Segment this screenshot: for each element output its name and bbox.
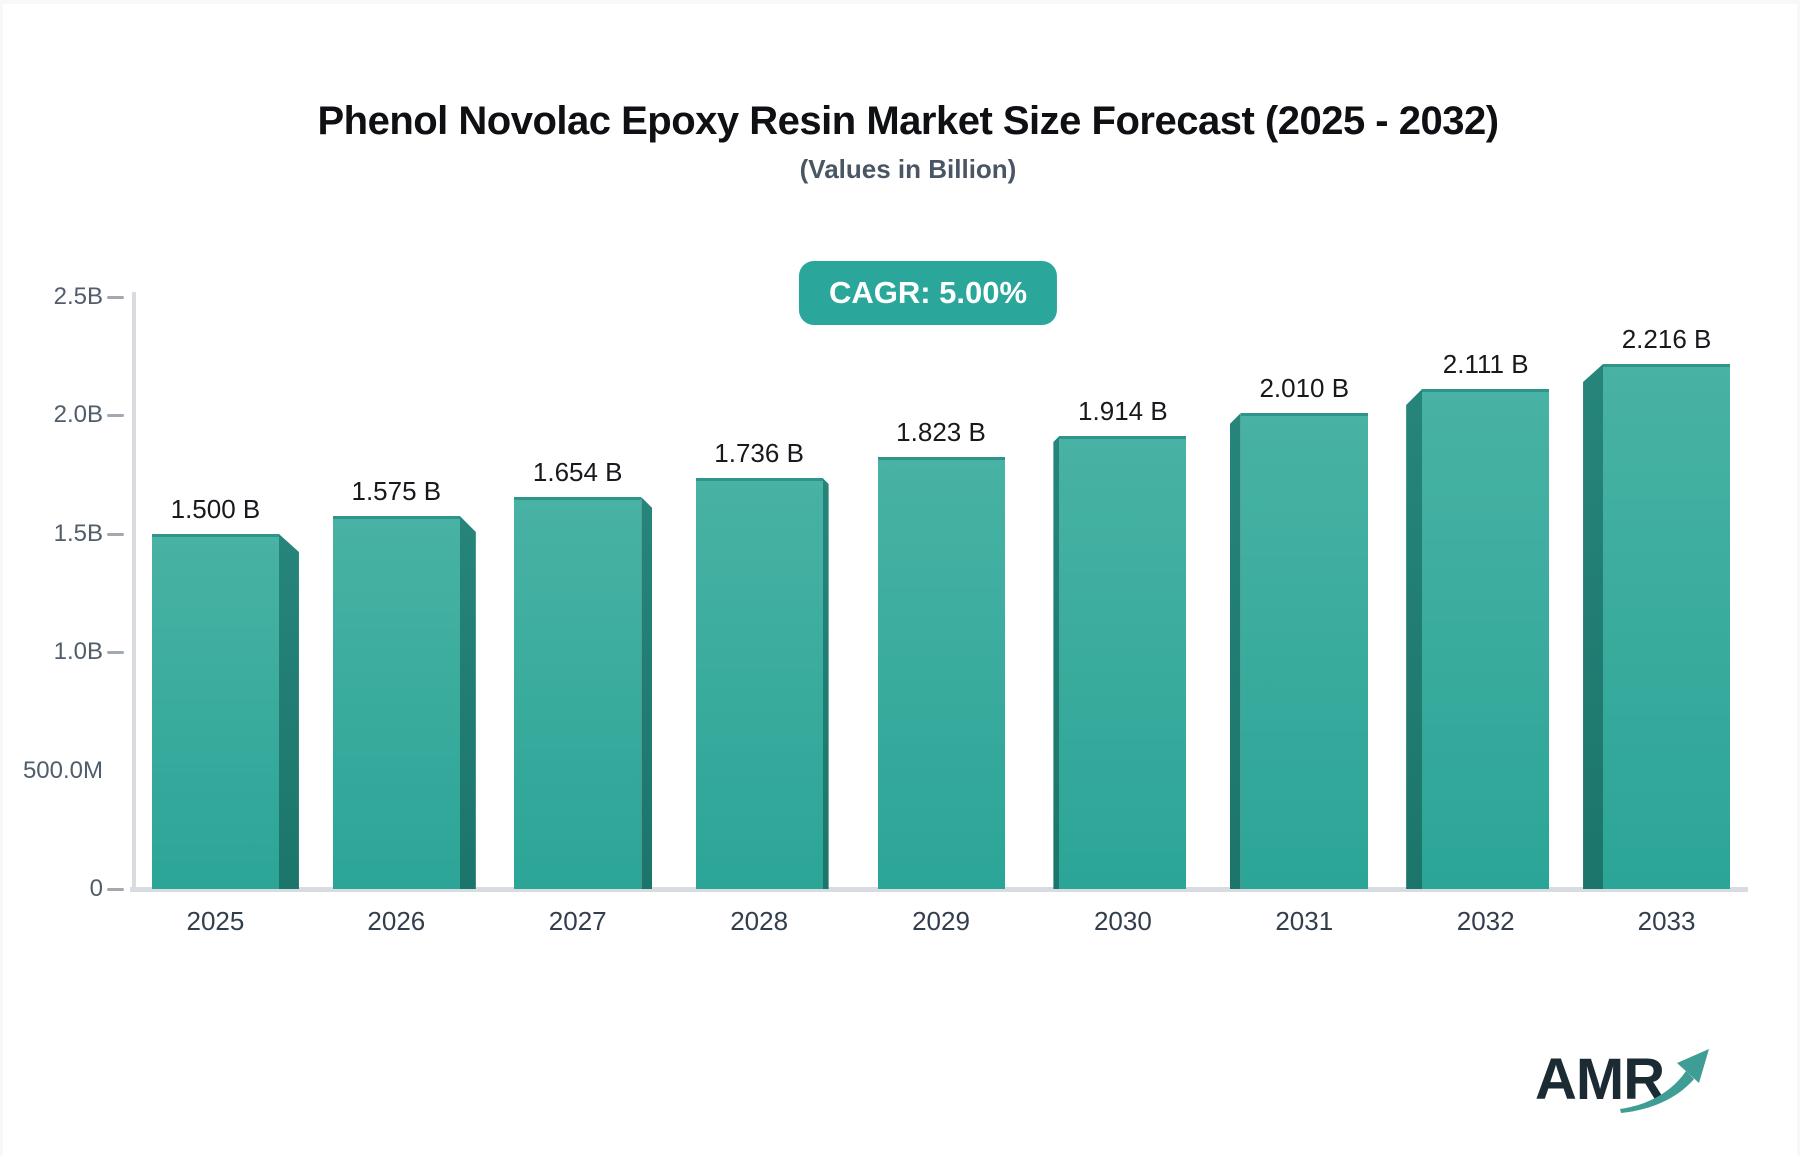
amr-logo: AMR — [1535, 1040, 1730, 1124]
bar-2025[interactable] — [151, 534, 279, 889]
bar-2026[interactable] — [332, 516, 460, 889]
y-tick-mark — [107, 651, 124, 655]
bar-2033[interactable] — [1603, 364, 1731, 889]
bar-side-face — [1406, 389, 1423, 889]
bar-value-label: 1.914 B — [1078, 396, 1168, 426]
bar-side-face — [1583, 364, 1604, 889]
bar-value-label: 2.010 B — [1259, 373, 1350, 403]
bar-value-label: 2.216 B — [1621, 324, 1712, 354]
x-axis-label-2030: 2030 — [1093, 906, 1152, 936]
bar-value-label: 1.500 B — [170, 494, 261, 524]
bar-2032[interactable] — [1422, 389, 1550, 889]
x-axis-line — [130, 887, 1748, 892]
bar-side-face — [641, 497, 653, 889]
y-tick-mark — [107, 888, 124, 891]
bar-side-face — [278, 534, 299, 889]
chart-card: Phenol Novolac Epoxy Resin Market Size F… — [3, 4, 1797, 1156]
bar-2029[interactable] — [877, 457, 1005, 889]
bar-side-face — [1053, 436, 1060, 889]
x-axis-label-2028: 2028 — [730, 906, 789, 936]
bar-2031[interactable] — [1240, 413, 1368, 889]
chart-title: Phenol Novolac Epoxy Resin Market Size F… — [317, 99, 1499, 143]
y-tick-label: 2.0B — [53, 401, 103, 429]
cagr-badge: CAGR: 5.00% — [798, 261, 1058, 325]
x-axis-label-2033: 2033 — [1637, 906, 1696, 936]
y-tick-label: 500.0M — [22, 756, 103, 784]
y-tick-label: 2.5B — [53, 283, 103, 310]
y-tick-label: 1.0B — [53, 638, 103, 666]
y-tick-mark — [107, 296, 124, 299]
bar-side-face — [822, 478, 829, 889]
bar-value-label: 1.736 B — [714, 438, 804, 468]
growth-arrow-icon — [1620, 1049, 1709, 1113]
x-axis-label-2026: 2026 — [367, 906, 426, 936]
bar-value-label: 1.575 B — [351, 476, 442, 506]
bar-value-label: 1.823 B — [896, 417, 986, 447]
bar-side-face — [459, 516, 476, 889]
chart-subtitle: (Values in Billion) — [799, 154, 1017, 184]
y-tick-label: 1.5B — [53, 519, 103, 547]
bar-2028[interactable] — [695, 478, 823, 889]
bar-2030[interactable] — [1059, 436, 1187, 889]
bar-2027[interactable] — [514, 497, 642, 889]
bar-value-label: 2.111 B — [1442, 349, 1529, 379]
y-axis-line — [132, 292, 136, 889]
x-axis-label-2031: 2031 — [1275, 906, 1334, 936]
x-axis-label-2027: 2027 — [548, 906, 607, 936]
x-axis-label-2032: 2032 — [1456, 906, 1515, 936]
bar-value-label: 1.654 B — [532, 457, 623, 487]
amr-logo-text: AMR — [1535, 1047, 1665, 1112]
y-tick-label: 0 — [89, 875, 103, 902]
bar-side-face — [1229, 413, 1241, 889]
x-axis-label-2025: 2025 — [186, 906, 245, 936]
y-tick-mark — [107, 532, 124, 536]
y-tick-mark — [107, 414, 124, 418]
x-axis-label-2029: 2029 — [912, 906, 970, 936]
